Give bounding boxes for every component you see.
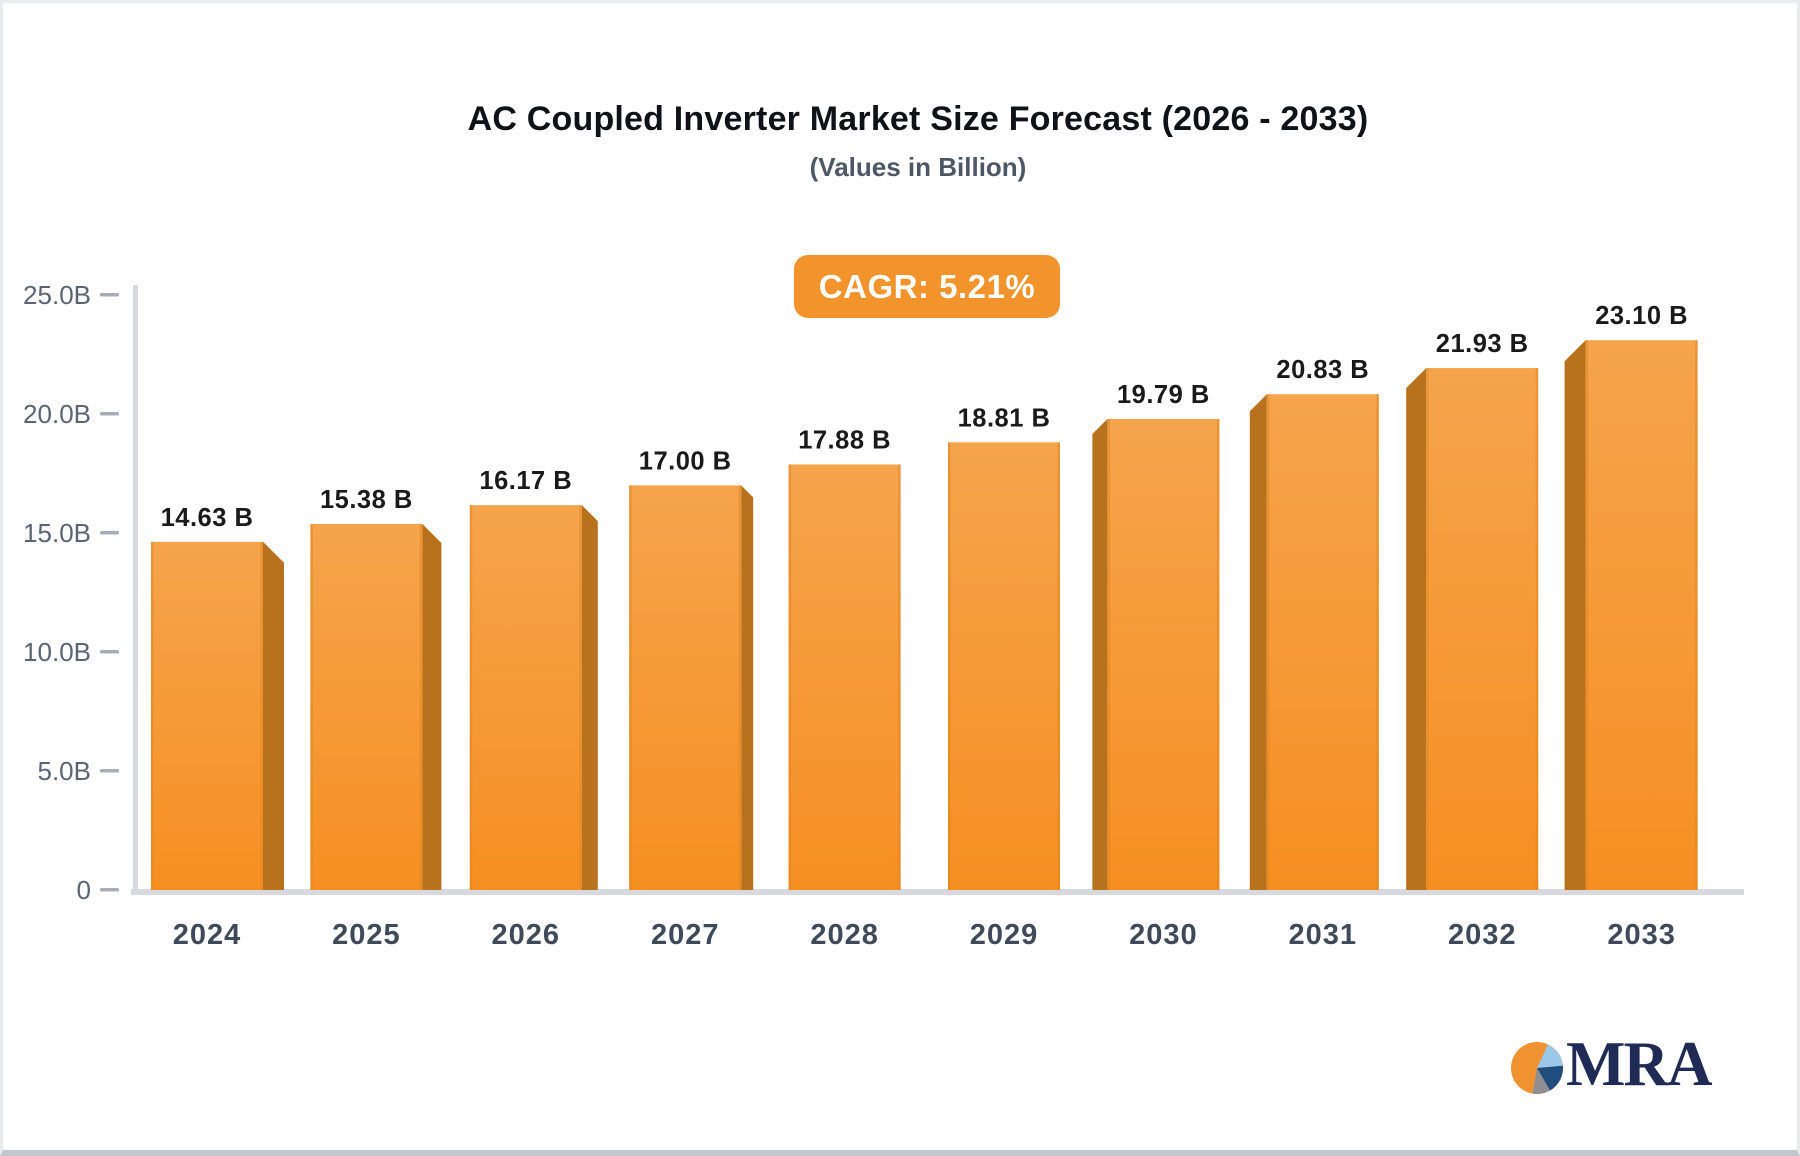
bar-2025 (310, 523, 423, 890)
y-tick-dash (100, 650, 119, 654)
bar-edge-left (310, 523, 313, 890)
mra-pie-icon (1511, 1041, 1563, 1094)
bar-value-label: 21.93 B (1436, 330, 1529, 358)
bar-edge-left (788, 464, 792, 890)
bar-side-2024 (263, 541, 284, 890)
bar-value-label: 23.10 B (1595, 302, 1688, 330)
y-tick-dash (100, 412, 119, 416)
y-tick-dash (100, 531, 119, 535)
bar-value-label: 15.38 B (320, 486, 413, 514)
bar-value-label: 20.83 B (1276, 356, 1369, 384)
bar-2031 (1266, 394, 1379, 890)
y-tick-label: 5.0B (38, 756, 92, 786)
y-tick-label: 25.0B (23, 280, 91, 310)
bar-2024 (151, 541, 263, 890)
y-tick-label: 0 (77, 875, 91, 905)
x-tick-label: 2028 (810, 919, 879, 951)
bar-edge-right (1376, 394, 1379, 890)
bar-edge-right (898, 464, 901, 890)
bar-value-label: 16.17 B (479, 467, 572, 495)
bar-value-label: 19.79 B (1117, 381, 1210, 409)
bar-edge-left (1426, 368, 1429, 890)
bar-edge-left (151, 541, 154, 890)
bar-edge-right (1057, 442, 1060, 890)
bar-2030 (1107, 418, 1220, 890)
x-tick-label: 2031 (1289, 919, 1358, 951)
y-axis-line (133, 285, 138, 895)
bar-side-2030 (1092, 418, 1108, 890)
bar-2033 (1585, 340, 1698, 891)
x-tick-label: 2027 (651, 919, 720, 951)
bar-side-2033 (1564, 340, 1586, 891)
bar-2026 (469, 505, 582, 890)
x-tick-label: 2033 (1607, 919, 1676, 951)
bar-side-2031 (1249, 394, 1267, 890)
bar-side-2026 (581, 505, 598, 890)
bar-edge-right (1216, 418, 1220, 890)
x-tick-label: 2029 (970, 919, 1039, 951)
bar-value-label: 14.63 B (161, 504, 254, 532)
bar-side-2032 (1406, 368, 1427, 890)
y-tick-label: 10.0B (23, 637, 91, 667)
y-tick-dash (100, 769, 119, 773)
bar-edge-right (579, 505, 582, 890)
bar-edge-left (1107, 418, 1110, 890)
bar-edge-left (629, 485, 632, 890)
bar-value-label: 17.88 B (798, 426, 891, 454)
x-tick-label: 2024 (173, 919, 242, 951)
bar-2028 (788, 464, 901, 890)
brand-logo: MRA (1509, 1033, 1712, 1096)
bar-2029 (948, 442, 1060, 890)
bar-edge-right (419, 523, 423, 890)
x-tick-label: 2025 (332, 919, 401, 951)
x-tick-label: 2030 (1129, 919, 1198, 951)
bar-edge-left (1585, 340, 1589, 891)
bar-value-label: 17.00 B (639, 447, 732, 475)
chart-subtitle: (Values in Billion) (809, 152, 1027, 182)
bar-side-2027 (741, 485, 754, 890)
cagr-badge: CAGR: 5.21% (794, 255, 1060, 318)
bar-value-label: 18.81 B (958, 404, 1051, 432)
bar-edge-right (1695, 340, 1698, 891)
bar-edge-left (1266, 394, 1270, 890)
bar-edge-right (1535, 368, 1539, 890)
bar-edge-right (260, 541, 263, 890)
bar-side-2025 (422, 523, 442, 890)
y-tick-dash (100, 888, 119, 892)
bar-edge-right (738, 485, 742, 890)
bar-2032 (1426, 368, 1539, 890)
bar-chart: 0 5.0B 10.0B 15.0B 20.0B 25.0B 14.63 B 2024 15.… (23, 280, 1744, 951)
bar-edge-left (948, 442, 951, 890)
y-tick-label: 20.0B (23, 399, 91, 429)
y-tick-label: 15.0B (23, 518, 91, 548)
brand-name: MRA (1566, 1029, 1712, 1099)
x-tick-label: 2026 (492, 919, 561, 951)
x-axis-line (131, 889, 1744, 895)
x-tick-label: 2032 (1448, 919, 1517, 951)
bar-edge-left (469, 505, 473, 890)
bar-2027 (629, 485, 742, 890)
y-tick-dash (100, 293, 119, 297)
chart-title: AC Coupled Inverter Market Size Forecast… (467, 100, 1369, 138)
